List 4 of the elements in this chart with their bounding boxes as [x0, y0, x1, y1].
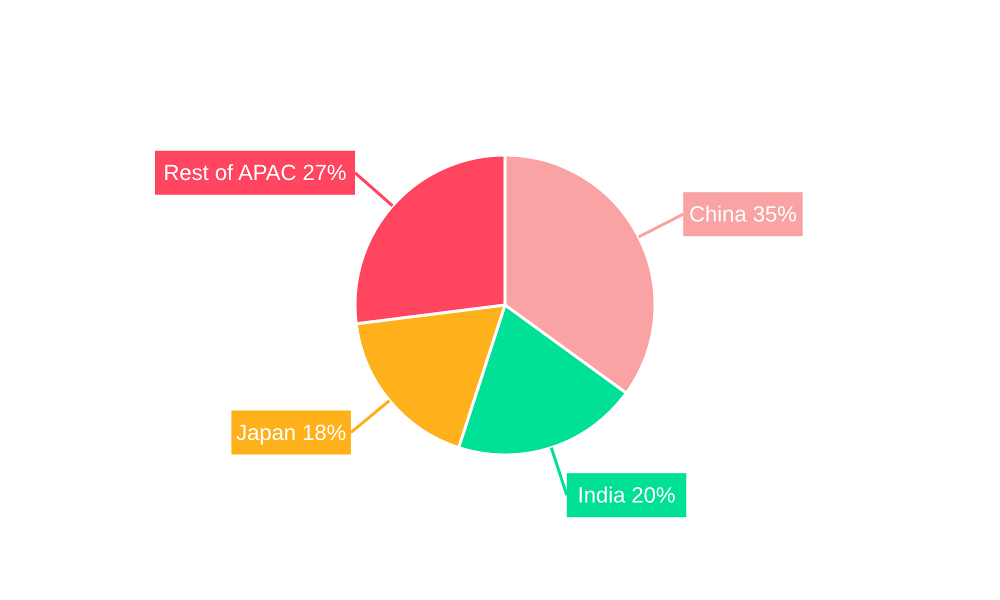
slice-label: China 35%	[689, 202, 797, 227]
slice-label: India 20%	[578, 482, 676, 508]
slice-label: Japan 18%	[236, 420, 346, 445]
slice-label: Rest of APAC 27%	[163, 160, 346, 186]
